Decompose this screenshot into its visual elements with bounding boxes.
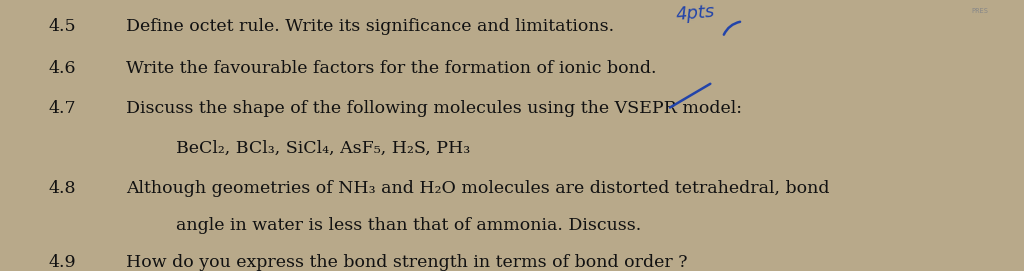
Text: PRES: PRES: [972, 8, 989, 14]
Text: Although geometries of NH₃ and H₂O molecules are distorted tetrahedral, bond: Although geometries of NH₃ and H₂O molec…: [126, 180, 829, 196]
Text: 4pts: 4pts: [676, 3, 716, 24]
Text: 4.8: 4.8: [48, 180, 76, 196]
Text: 4.7: 4.7: [48, 100, 76, 117]
Text: 4.6: 4.6: [48, 60, 76, 77]
Text: BeCl₂, BCl₃, SiCl₄, AsF₅, H₂S, PH₃: BeCl₂, BCl₃, SiCl₄, AsF₅, H₂S, PH₃: [176, 140, 470, 157]
Text: angle in water is less than that of ammonia. Discuss.: angle in water is less than that of ammo…: [176, 217, 641, 234]
Text: Discuss the shape of the following molecules using the VSEPR model:: Discuss the shape of the following molec…: [126, 100, 741, 117]
Text: Define octet rule. Write its significance and limitations.: Define octet rule. Write its significanc…: [126, 18, 613, 35]
Text: How do you express the bond strength in terms of bond order ?: How do you express the bond strength in …: [126, 254, 687, 271]
Text: Write the favourable factors for the formation of ionic bond.: Write the favourable factors for the for…: [126, 60, 656, 77]
Text: 4.9: 4.9: [48, 254, 76, 271]
Text: 4.5: 4.5: [48, 18, 76, 35]
